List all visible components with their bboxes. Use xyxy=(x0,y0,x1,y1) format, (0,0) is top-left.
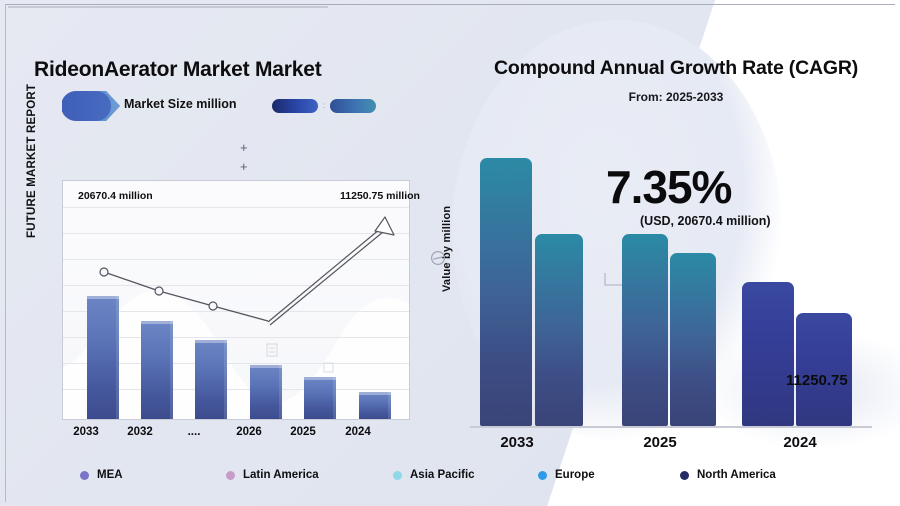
ghost-square-icon xyxy=(323,362,334,373)
x-label-ellipsis: .... xyxy=(187,426,201,438)
cagr-value: 7.35% xyxy=(606,161,732,213)
trend-line-overlay xyxy=(99,216,395,326)
legend: MEA Latin America Asia Pacific Europe No… xyxy=(80,465,840,485)
right-x-label-2024: 2024 xyxy=(783,434,817,451)
legend-item-latin-america[interactable]: Latin America xyxy=(226,469,393,481)
legend-label-latin-america: Latin America xyxy=(243,469,319,481)
legend-marker-latin-america xyxy=(226,470,235,480)
legend-pill-secondary xyxy=(330,99,377,113)
x-label-2025: 2025 xyxy=(290,426,316,438)
legend-marker-europe xyxy=(538,470,547,480)
x-label-2026: 2026 xyxy=(236,426,262,438)
legend-item-asia-pacific[interactable]: Asia Pacific xyxy=(393,469,538,481)
plus-marker-lower: + xyxy=(240,159,248,174)
rbar-2025-secondary xyxy=(670,253,716,426)
circle-minus-icon xyxy=(430,250,446,266)
canvas-frame-accent xyxy=(8,6,328,8)
page-title: RideonAerator Market Market xyxy=(34,58,322,81)
rbar-2024-secondary xyxy=(796,313,852,426)
cagr-title: Compound Annual Growth Rate (CAGR) xyxy=(493,57,859,79)
legend-item-north-america[interactable]: North America xyxy=(680,469,776,481)
chart-value-label-end: 11250.75 million xyxy=(340,190,420,202)
rbar-2024-primary xyxy=(742,282,794,426)
legend-item-europe[interactable]: Europe xyxy=(538,469,680,481)
rbar-2033-primary xyxy=(480,158,532,426)
bar-dots xyxy=(195,340,227,419)
rbar-2033-secondary xyxy=(535,234,583,426)
axis-label-value-by-million: Value by million xyxy=(441,205,453,292)
legend-pill-primary xyxy=(272,99,318,113)
bar-2032 xyxy=(141,321,173,419)
legend-pill-separator: : xyxy=(323,101,326,110)
bar-2026 xyxy=(250,365,282,419)
rbar-2025-primary xyxy=(622,234,668,426)
right-x-label-2033: 2033 xyxy=(500,434,534,451)
chart-value-label-start: 20670.4 million xyxy=(78,190,153,202)
canvas-frame-border xyxy=(5,4,895,502)
legend-marker-asia-pacific xyxy=(393,470,402,480)
x-label-2033: 2033 xyxy=(73,426,99,438)
axis-label-future-market-report: FUTURE MARKET REPORT xyxy=(26,83,38,238)
right-chart-data-label: 11250.75 xyxy=(786,372,848,389)
cagr-subtitle: From: 2025-2033 xyxy=(628,90,724,104)
bar-2033 xyxy=(87,296,119,419)
legend-label-asia-pacific: Asia Pacific xyxy=(410,469,475,481)
right-bar-chart xyxy=(470,150,872,426)
legend-label-europe: Europe xyxy=(555,469,595,481)
legend-marker-north-america xyxy=(680,470,689,480)
legend-label-north-america: North America xyxy=(697,469,776,481)
x-label-2032: 2032 xyxy=(127,426,153,438)
ghost-list-icon xyxy=(266,343,278,357)
bar-2025 xyxy=(304,377,336,419)
x-label-2024: 2024 xyxy=(345,426,371,438)
left-bar-chart xyxy=(62,180,410,420)
legend-pill-group: : xyxy=(272,99,377,113)
bar-2024 xyxy=(359,392,391,419)
cagr-note: (USD, 20670.4 million) xyxy=(640,214,771,228)
hexagon-cylinder-icon xyxy=(62,91,120,121)
right-x-label-2025: 2025 xyxy=(643,434,677,451)
legend-item-mea[interactable]: MEA xyxy=(80,469,226,481)
series-label-market-size: Market Size million xyxy=(124,97,237,111)
legend-marker-mea xyxy=(80,470,89,480)
legend-label-mea: MEA xyxy=(97,469,123,481)
right-chart-baseline xyxy=(470,426,872,428)
plus-marker-upper: + xyxy=(240,140,248,155)
